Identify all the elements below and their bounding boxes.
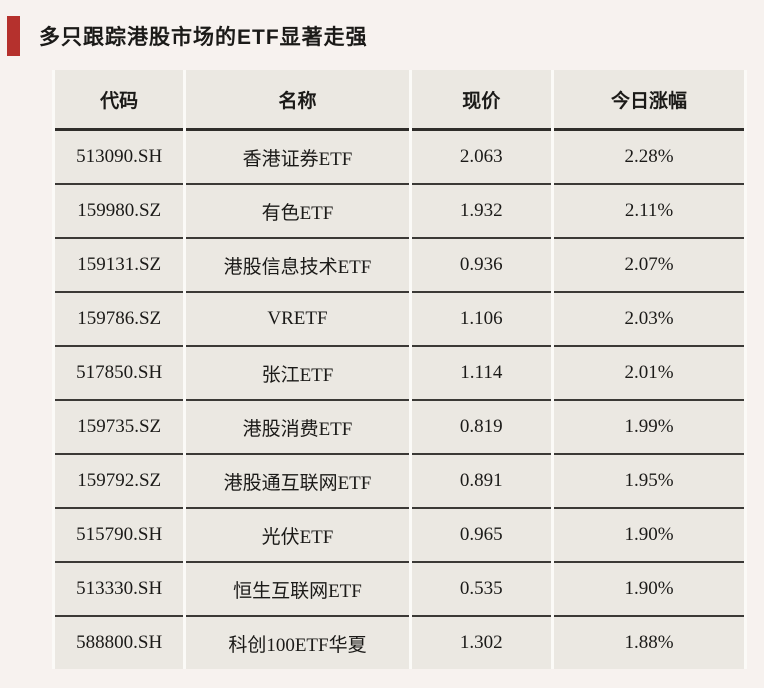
cell-code: 159980.SZ (55, 185, 184, 239)
cell-change: 2.11% (554, 185, 744, 239)
header-code: 代码 (55, 70, 184, 131)
cell-change: 2.07% (554, 239, 744, 293)
table-row: 159792.SZ 港股通互联网ETF 0.891 1.95% (55, 455, 744, 509)
cell-name: 港股通互联网ETF (186, 455, 409, 509)
table-row: 159735.SZ 港股消费ETF 0.819 1.99% (55, 401, 744, 455)
cell-code: 513090.SH (55, 131, 184, 185)
cell-code: 159131.SZ (55, 239, 184, 293)
table-row: 515790.SH 光伏ETF 0.965 1.90% (55, 509, 744, 563)
cell-price: 2.063 (411, 131, 552, 185)
title-block: 多只跟踪港股市场的ETF显著走强 (7, 16, 368, 56)
table-row: 159786.SZ VRETF 1.106 2.03% (55, 293, 744, 347)
cell-change: 2.01% (554, 347, 744, 401)
cell-change: 1.90% (554, 509, 744, 563)
cell-name: 张江ETF (186, 347, 409, 401)
cell-name: VRETF (186, 293, 409, 347)
cell-change: 1.95% (554, 455, 744, 509)
cell-code: 159792.SZ (55, 455, 184, 509)
cell-price: 0.535 (411, 563, 552, 617)
table-row: 513330.SH 恒生互联网ETF 0.535 1.90% (55, 563, 744, 617)
cell-code: 159786.SZ (55, 293, 184, 347)
cell-name: 光伏ETF (186, 509, 409, 563)
header-name: 名称 (186, 70, 409, 131)
header-change: 今日涨幅 (554, 70, 744, 131)
table-header-row: 代码 名称 现价 今日涨幅 (55, 70, 744, 131)
page-title: 多只跟踪港股市场的ETF显著走强 (39, 26, 368, 49)
cell-change: 1.99% (554, 401, 744, 455)
cell-price: 0.965 (411, 509, 552, 563)
cell-change: 1.88% (554, 617, 744, 669)
table-row: 588800.SH 科创100ETF华夏 1.302 1.88% (55, 617, 744, 669)
cell-change: 2.28% (554, 131, 744, 185)
cell-code: 513330.SH (55, 563, 184, 617)
cell-price: 1.932 (411, 185, 552, 239)
cell-code: 159735.SZ (55, 401, 184, 455)
cell-price: 0.891 (411, 455, 552, 509)
cell-name: 香港证券ETF (186, 131, 409, 185)
cell-name: 科创100ETF华夏 (186, 617, 409, 669)
table-row: 517850.SH 张江ETF 1.114 2.01% (55, 347, 744, 401)
cell-price: 1.302 (411, 617, 552, 669)
table-row: 513090.SH 香港证券ETF 2.063 2.28% (55, 131, 744, 185)
cell-name: 恒生互联网ETF (186, 563, 409, 617)
title-accent-bar (7, 16, 20, 56)
cell-price: 0.819 (411, 401, 552, 455)
cell-price: 0.936 (411, 239, 552, 293)
cell-change: 1.90% (554, 563, 744, 617)
cell-change: 2.03% (554, 293, 744, 347)
table-row: 159980.SZ 有色ETF 1.932 2.11% (55, 185, 744, 239)
cell-name: 港股消费ETF (186, 401, 409, 455)
cell-code: 515790.SH (55, 509, 184, 563)
cell-name: 有色ETF (186, 185, 409, 239)
cell-name: 港股信息技术ETF (186, 239, 409, 293)
table-row: 159131.SZ 港股信息技术ETF 0.936 2.07% (55, 239, 744, 293)
etf-table: 代码 名称 现价 今日涨幅 513090.SH 香港证券ETF 2.063 2.… (52, 70, 747, 669)
cell-price: 1.114 (411, 347, 552, 401)
cell-price: 1.106 (411, 293, 552, 347)
cell-code: 588800.SH (55, 617, 184, 669)
header-price: 现价 (411, 70, 552, 131)
cell-code: 517850.SH (55, 347, 184, 401)
